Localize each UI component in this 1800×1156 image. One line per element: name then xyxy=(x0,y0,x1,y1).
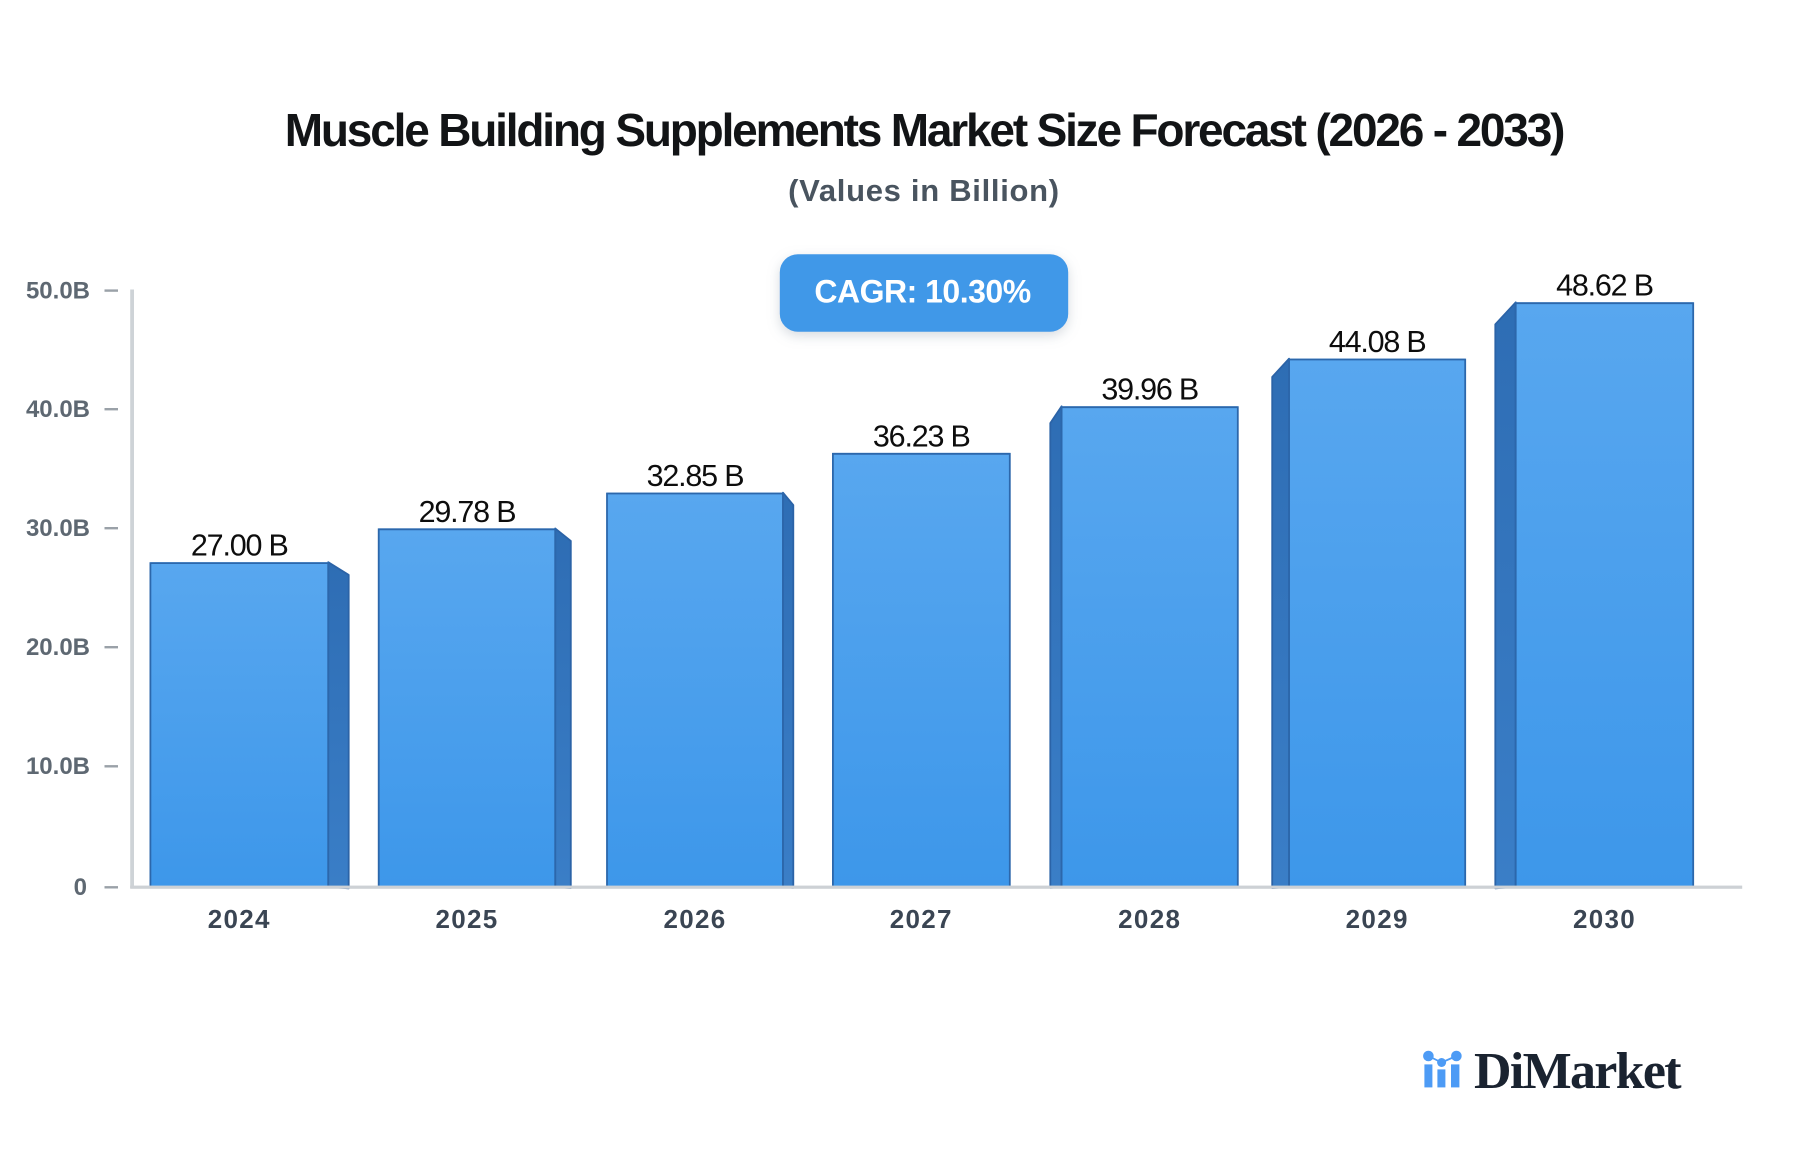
svg-text:2030: 2030 xyxy=(1573,904,1636,934)
svg-text:29.78 B: 29.78 B xyxy=(419,495,516,529)
svg-text:27.00 B: 27.00 B xyxy=(191,529,288,563)
svg-text:2028: 2028 xyxy=(1118,904,1181,934)
svg-text:Muscle Building Supplements Ma: Muscle Building Supplements Market Size … xyxy=(285,104,1564,156)
svg-text:40.0B: 40.0B xyxy=(26,396,90,423)
svg-text:30.0B: 30.0B xyxy=(26,515,90,542)
svg-text:2027: 2027 xyxy=(890,904,953,934)
svg-text:DiMarket: DiMarket xyxy=(1474,1043,1682,1100)
svg-text:CAGR: 10.30%: CAGR: 10.30% xyxy=(814,274,1030,310)
svg-text:10.0B: 10.0B xyxy=(26,753,90,780)
svg-text:36.23 B: 36.23 B xyxy=(873,419,970,453)
svg-text:(Values in Billion): (Values in Billion) xyxy=(788,173,1060,208)
svg-text:2025: 2025 xyxy=(435,904,498,934)
svg-text:0: 0 xyxy=(74,874,87,901)
svg-text:2024: 2024 xyxy=(208,904,271,934)
svg-text:50.0B: 50.0B xyxy=(26,277,90,304)
svg-text:2029: 2029 xyxy=(1346,904,1409,934)
svg-text:39.96 B: 39.96 B xyxy=(1101,373,1198,407)
svg-text:2026: 2026 xyxy=(663,904,726,934)
svg-text:44.08 B: 44.08 B xyxy=(1329,325,1426,359)
svg-text:48.62 B: 48.62 B xyxy=(1556,269,1653,303)
svg-text:20.0B: 20.0B xyxy=(26,634,90,661)
svg-text:32.85 B: 32.85 B xyxy=(647,459,744,493)
